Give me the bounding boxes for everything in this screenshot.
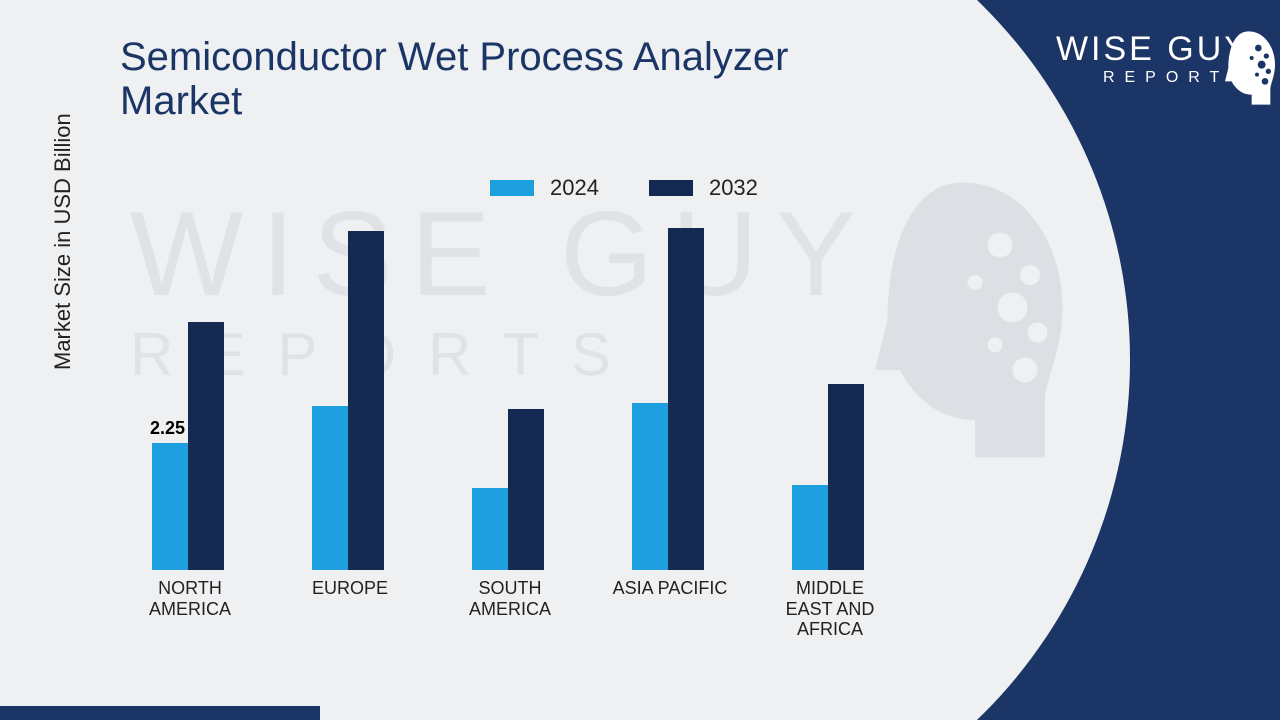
chart-canvas: WISE GUY REPORTS WISE GUY REPORTS Semico… [0, 0, 1280, 720]
bar [792, 485, 828, 570]
legend-item-2024: 2024 [490, 175, 599, 201]
bar [312, 406, 348, 570]
legend-swatch-2032 [649, 180, 693, 196]
category-label: EUROPE [290, 578, 410, 599]
category-label: SOUTH AMERICA [450, 578, 570, 619]
bar [508, 409, 544, 570]
legend-item-2032: 2032 [649, 175, 758, 201]
chart-legend: 2024 2032 [490, 175, 758, 201]
plot-area: 2.25 [130, 220, 930, 570]
bar [668, 228, 704, 570]
category-label: ASIA PACIFIC [610, 578, 730, 599]
footer-accent-bar [0, 706, 320, 720]
y-axis-label: Market Size in USD Billion [50, 113, 76, 370]
brand-head-icon [1210, 28, 1280, 108]
bar-chart: 2024 2032 Market Size in USD Billion 2.2… [60, 170, 940, 690]
bar [472, 488, 508, 570]
legend-swatch-2024 [490, 180, 534, 196]
bar [152, 443, 188, 570]
bar [828, 384, 864, 570]
data-label: 2.25 [150, 418, 185, 439]
chart-title: Semiconductor Wet Process Analyzer Marke… [120, 35, 880, 123]
bar [188, 322, 224, 570]
legend-label-2032: 2032 [709, 175, 758, 201]
legend-label-2024: 2024 [550, 175, 599, 201]
category-label: MIDDLE EAST AND AFRICA [770, 578, 890, 640]
category-label: NORTH AMERICA [130, 578, 250, 619]
bar [348, 231, 384, 570]
bar [632, 403, 668, 570]
